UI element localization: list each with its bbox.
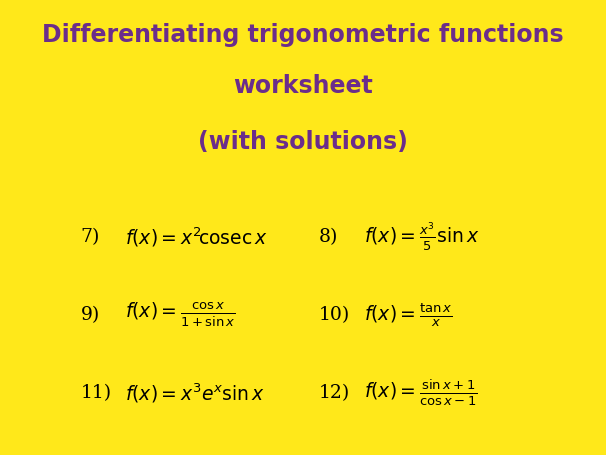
Text: $f(x) = \frac{x^3}{5}\sin x$: $f(x) = \frac{x^3}{5}\sin x$ (364, 221, 479, 253)
Text: $f(x) = \frac{\tan x}{x}$: $f(x) = \frac{\tan x}{x}$ (364, 301, 453, 329)
Text: $f(x) = \frac{\sin x+1}{\cos x-1}$: $f(x) = \frac{\sin x+1}{\cos x-1}$ (364, 378, 478, 408)
Text: 12): 12) (319, 384, 350, 402)
Text: $f(x) = x^2\!\mathrm{cosec}\,x$: $f(x) = x^2\!\mathrm{cosec}\,x$ (125, 225, 268, 249)
Text: 11): 11) (81, 384, 112, 402)
Text: Differentiating trigonometric functions: Differentiating trigonometric functions (42, 23, 564, 46)
Text: 7): 7) (81, 228, 100, 246)
Text: $f(x) = x^3 e^x \sin x$: $f(x) = x^3 e^x \sin x$ (125, 381, 265, 405)
Text: (with solutions): (with solutions) (198, 130, 408, 154)
Text: 8): 8) (319, 228, 338, 246)
Text: $f(x) = \frac{\cos x}{1+\sin x}$: $f(x) = \frac{\cos x}{1+\sin x}$ (125, 301, 236, 329)
Text: 10): 10) (319, 306, 350, 324)
Text: 9): 9) (81, 306, 100, 324)
Text: worksheet: worksheet (233, 75, 373, 98)
